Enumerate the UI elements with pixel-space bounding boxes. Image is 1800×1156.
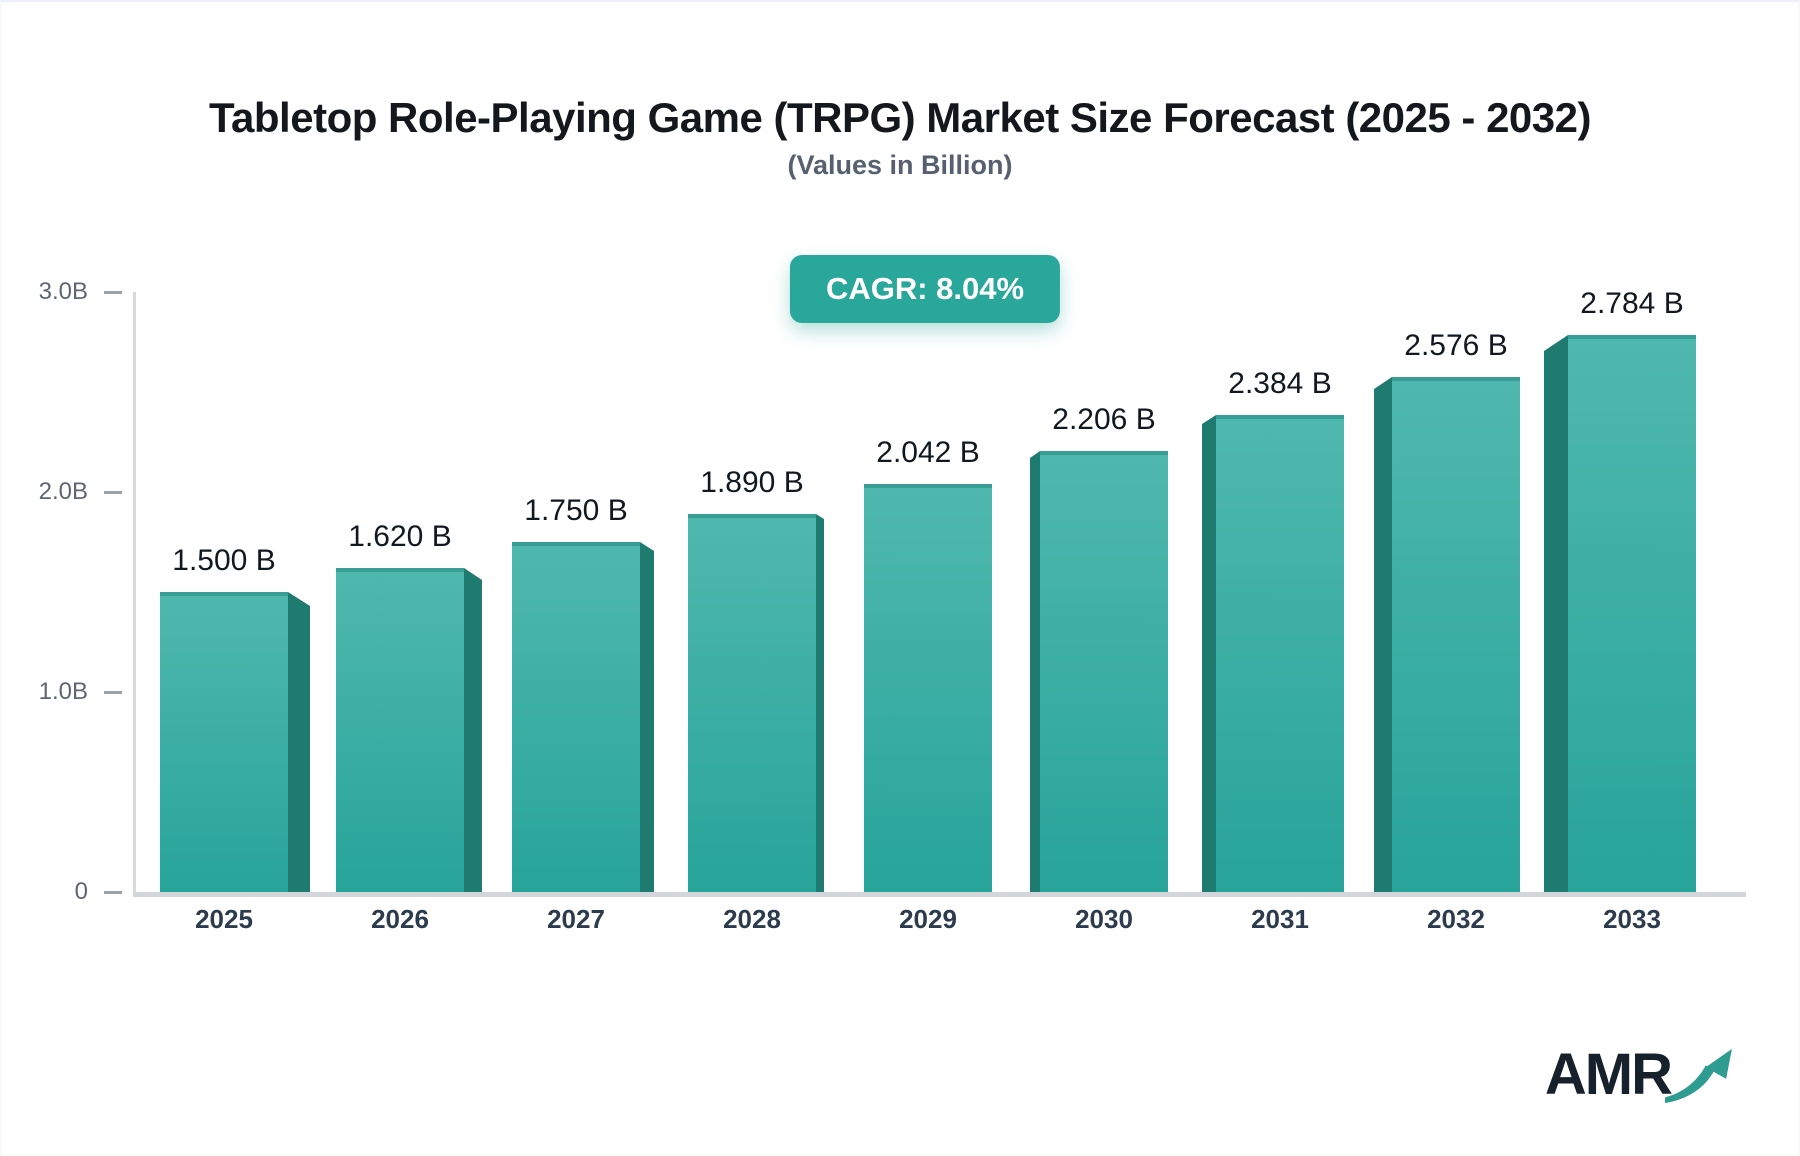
bar-value-label-2027: 1.750 B bbox=[524, 494, 628, 527]
bar-side-shadow bbox=[1374, 377, 1392, 892]
bar-side-shadow bbox=[816, 514, 824, 892]
y-axis-tick-mark bbox=[104, 890, 122, 894]
chart-subtitle: (Values in Billion) bbox=[787, 150, 1013, 180]
bar-face bbox=[688, 514, 816, 892]
x-axis-label-2032: 2032 bbox=[1427, 904, 1485, 934]
bar-2030 bbox=[1030, 451, 1168, 892]
x-axis-label-2027: 2027 bbox=[547, 904, 605, 934]
y-axis-tick-label: 0 bbox=[74, 878, 88, 905]
bar-side-shadow bbox=[464, 568, 482, 892]
amr-logo-text: AMR bbox=[1544, 1041, 1673, 1107]
bar-face bbox=[1216, 415, 1344, 892]
bar-2025 bbox=[160, 592, 310, 892]
bar-face bbox=[160, 592, 288, 892]
bar-2027 bbox=[512, 542, 654, 892]
growth-arrow-icon bbox=[1665, 1048, 1732, 1104]
bar-face bbox=[1568, 335, 1696, 892]
y-axis-tick-mark bbox=[104, 290, 122, 294]
bar-side-shadow bbox=[640, 542, 654, 892]
bar-value-label-2029: 2.042 B bbox=[876, 436, 980, 469]
bar-2032 bbox=[1374, 377, 1520, 892]
bar-2033 bbox=[1544, 335, 1696, 892]
amr-logo: AMR bbox=[1545, 1040, 1733, 1108]
bar-face bbox=[1392, 377, 1520, 892]
cagr-badge: CAGR: 8.04% bbox=[789, 255, 1061, 323]
bar-side-shadow bbox=[1030, 451, 1040, 892]
y-axis-tick-3.0B: 3.0B bbox=[24, 278, 136, 306]
x-axis-label-2031: 2031 bbox=[1251, 904, 1309, 934]
y-axis-tick-label: 2.0B bbox=[38, 478, 88, 505]
y-axis-tick-2.0B: 2.0B bbox=[24, 478, 136, 506]
y-axis-tick-label: 3.0B bbox=[38, 278, 88, 305]
bar-value-label-2033: 2.784 B bbox=[1580, 287, 1684, 320]
bar-value-label-2030: 2.206 B bbox=[1052, 403, 1156, 436]
bar-face bbox=[512, 542, 640, 892]
chart-title: Tabletop Role-Playing Game (TRPG) Market… bbox=[209, 94, 1591, 141]
x-axis-label-2029: 2029 bbox=[899, 904, 957, 934]
x-axis-label-2028: 2028 bbox=[723, 904, 781, 934]
bar-value-label-2031: 2.384 B bbox=[1228, 367, 1332, 400]
bar-side-shadow bbox=[288, 592, 310, 892]
x-axis-label-2026: 2026 bbox=[371, 904, 429, 934]
bar-value-label-2032: 2.576 B bbox=[1404, 329, 1508, 362]
bar-2029 bbox=[864, 484, 992, 892]
bar-face bbox=[336, 568, 464, 892]
bar-chart-plot-area: 0 1.0B 2.0B 3.0B 1.500 B 2025 1.620 B 2026 1.750… bbox=[39, 278, 1746, 934]
bar-value-label-2025: 1.500 B bbox=[172, 544, 276, 577]
bar-2028 bbox=[688, 514, 824, 892]
bar-2031 bbox=[1202, 415, 1344, 892]
y-axis-tick-label: 1.0B bbox=[38, 678, 88, 705]
y-axis-tick-0: 0 bbox=[24, 878, 136, 906]
bar-face bbox=[864, 484, 992, 892]
y-axis-tick-mark bbox=[104, 490, 122, 494]
bar-value-label-2026: 1.620 B bbox=[348, 520, 452, 553]
bar-value-label-2028: 1.890 B bbox=[700, 466, 804, 499]
x-axis-label-2033: 2033 bbox=[1603, 904, 1661, 934]
x-axis-label-2025: 2025 bbox=[195, 904, 253, 934]
y-axis-tick-mark bbox=[104, 690, 122, 694]
bar-face bbox=[1040, 451, 1168, 892]
x-axis-label-2030: 2030 bbox=[1075, 904, 1133, 934]
bar-side-shadow bbox=[1202, 415, 1216, 892]
y-axis-tick-1.0B: 1.0B bbox=[24, 678, 136, 706]
bar-2026 bbox=[336, 568, 482, 892]
bar-side-shadow bbox=[1544, 335, 1568, 892]
